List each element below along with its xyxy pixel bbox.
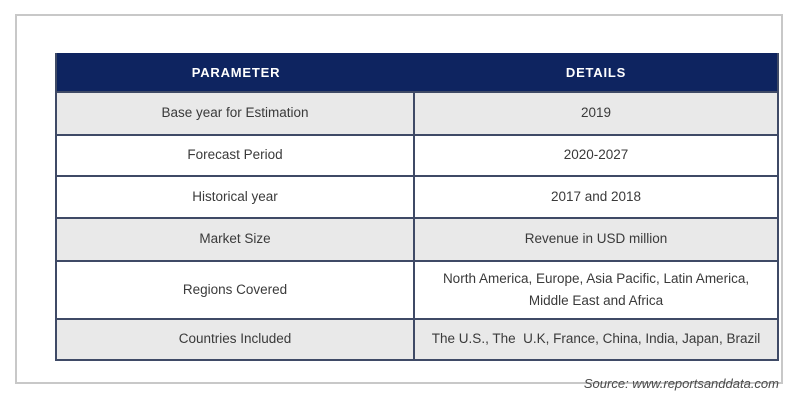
cell-parameter: Regions Covered xyxy=(57,262,416,318)
cell-details: The U.S., The U.K, France, China, India,… xyxy=(431,331,761,347)
cell-details: 2017 and 2018 xyxy=(550,188,642,204)
table-row: Regions Covered North America, Europe, A… xyxy=(57,260,777,318)
cell-details: Revenue in USD million xyxy=(524,231,668,247)
table-row: Forecast Period 2020-2027 xyxy=(57,134,777,175)
cell-parameter: Countries Included xyxy=(57,320,416,359)
table-row: Market Size Revenue in USD million xyxy=(57,217,777,260)
cell-parameter: Market Size xyxy=(57,219,416,260)
table-row: Base year for Estimation 2019 xyxy=(57,91,777,134)
cell-details: 2020-2027 xyxy=(563,147,629,163)
header-cell-details: DETAILS xyxy=(565,65,627,81)
report-scope-table: PARAMETER DETAILS Base year for Estimati… xyxy=(55,53,779,361)
cell-parameter: Historical year xyxy=(57,177,416,217)
table-header-row: PARAMETER DETAILS xyxy=(57,53,777,91)
cell-details: North America, Europe, Asia Pacific, Lat… xyxy=(442,270,753,308)
source-attribution: Source: www.reportsanddata.com xyxy=(583,376,779,391)
table-row: Historical year 2017 and 2018 xyxy=(57,175,777,217)
cell-details: 2019 xyxy=(580,105,612,121)
cell-parameter: Forecast Period xyxy=(57,136,416,175)
cell-parameter: Base year for Estimation xyxy=(57,93,416,134)
header-cell-parameter: PARAMETER xyxy=(191,65,281,81)
table-row: Countries Included The U.S., The U.K, Fr… xyxy=(57,318,777,359)
report-scope-panel: PARAMETER DETAILS Base year for Estimati… xyxy=(15,14,783,391)
